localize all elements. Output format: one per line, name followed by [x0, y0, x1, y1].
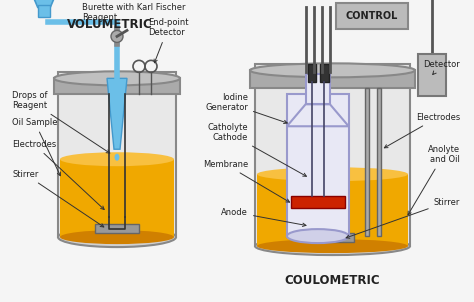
- Bar: [365, 88, 369, 236]
- Polygon shape: [287, 104, 349, 126]
- Bar: [95, 224, 139, 233]
- Polygon shape: [18, 0, 70, 8]
- Ellipse shape: [257, 239, 408, 253]
- Text: Stirrer: Stirrer: [12, 170, 104, 227]
- Text: Anolyte
and Oil: Anolyte and Oil: [408, 145, 460, 215]
- Text: Burette with Karl Fischer
Reagent: Burette with Karl Fischer Reagent: [82, 3, 185, 22]
- Bar: [287, 94, 349, 236]
- Bar: [418, 54, 446, 96]
- Text: Detector: Detector: [423, 60, 460, 75]
- Bar: [310, 233, 355, 242]
- Text: CONTROL: CONTROL: [346, 11, 398, 21]
- Text: Drops of
Reagent: Drops of Reagent: [12, 91, 110, 153]
- Bar: [308, 64, 316, 82]
- Bar: [377, 88, 381, 236]
- Ellipse shape: [250, 63, 415, 77]
- Bar: [257, 174, 408, 246]
- Bar: [291, 196, 345, 208]
- Ellipse shape: [60, 152, 174, 166]
- Bar: [58, 72, 176, 237]
- Bar: [60, 159, 174, 237]
- Text: Catholyte
Cathode: Catholyte Cathode: [207, 123, 306, 176]
- Text: Iodine
Generator: Iodine Generator: [205, 93, 287, 124]
- Bar: [320, 64, 329, 82]
- Ellipse shape: [255, 237, 410, 255]
- Text: Stirrer: Stirrer: [346, 198, 460, 238]
- Text: Membrane: Membrane: [203, 160, 290, 202]
- Ellipse shape: [58, 227, 176, 247]
- Bar: [54, 78, 180, 94]
- Ellipse shape: [257, 167, 408, 181]
- Bar: [255, 64, 410, 246]
- Text: COULOMETRIC: COULOMETRIC: [285, 274, 380, 287]
- Ellipse shape: [54, 71, 180, 85]
- Bar: [336, 3, 408, 29]
- Bar: [250, 70, 415, 88]
- Ellipse shape: [111, 31, 123, 42]
- Ellipse shape: [287, 229, 349, 243]
- Text: Oil Sample: Oil Sample: [12, 118, 60, 176]
- Text: Anode: Anode: [221, 208, 306, 226]
- Text: Electrodes: Electrodes: [12, 140, 104, 210]
- Bar: [38, 5, 50, 18]
- Text: End-point
Detector: End-point Detector: [148, 18, 189, 63]
- Text: Electrodes: Electrodes: [384, 113, 460, 148]
- Ellipse shape: [115, 154, 119, 161]
- Bar: [306, 74, 330, 104]
- Text: VOLUMETRIC: VOLUMETRIC: [67, 18, 153, 31]
- Polygon shape: [107, 78, 127, 149]
- Ellipse shape: [60, 230, 174, 244]
